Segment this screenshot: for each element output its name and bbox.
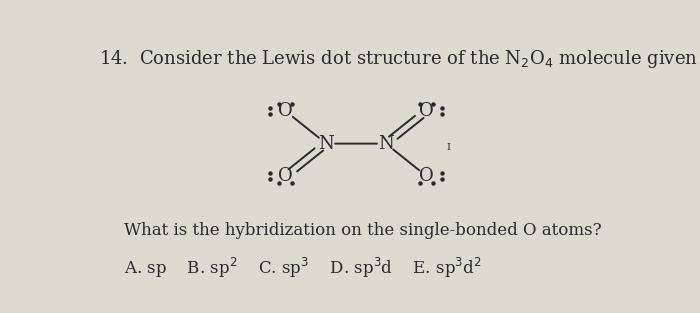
Text: A. sp    B. sp$^2$    C. sp$^3$    D. sp$^3$d    E. sp$^3$d$^2$: A. sp B. sp$^2$ C. sp$^3$ D. sp$^3$d E. … bbox=[125, 256, 482, 280]
Text: O: O bbox=[419, 167, 434, 185]
Text: O: O bbox=[278, 167, 293, 185]
Text: N: N bbox=[318, 135, 334, 153]
Text: What is the hybridization on the single-bonded O atoms?: What is the hybridization on the single-… bbox=[125, 222, 602, 239]
Text: O: O bbox=[278, 102, 293, 120]
Text: N: N bbox=[378, 135, 393, 153]
Text: 14.  Consider the Lewis dot structure of the N$_2$O$_4$ molecule given below.: 14. Consider the Lewis dot structure of … bbox=[99, 49, 700, 70]
Text: O: O bbox=[419, 102, 434, 120]
Text: I: I bbox=[447, 143, 450, 152]
